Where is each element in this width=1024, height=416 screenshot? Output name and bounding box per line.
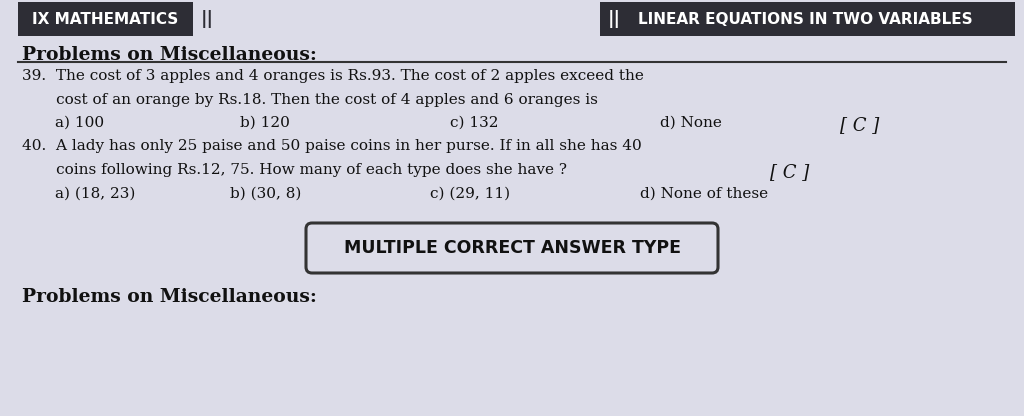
Text: cost of an orange by Rs.18. Then the cost of 4 apples and 6 oranges is: cost of an orange by Rs.18. Then the cos… <box>22 93 598 107</box>
FancyBboxPatch shape <box>306 223 718 273</box>
Text: a) (18, 23): a) (18, 23) <box>55 187 135 201</box>
Text: ||: || <box>201 10 214 28</box>
Text: b) 120: b) 120 <box>240 116 290 130</box>
Bar <box>600 2 1015 36</box>
Text: Problems on Miscellaneous:: Problems on Miscellaneous: <box>22 46 316 64</box>
Text: b) (30, 8): b) (30, 8) <box>230 187 301 201</box>
Text: 40.  A lady has only 25 paise and 50 paise coins in her purse. If in all she has: 40. A lady has only 25 paise and 50 pais… <box>22 139 642 153</box>
Bar <box>18 2 193 36</box>
Text: LINEAR EQUATIONS IN TWO VARIABLES: LINEAR EQUATIONS IN TWO VARIABLES <box>638 12 973 27</box>
Text: coins following Rs.12, 75. How many of each type does she have ?: coins following Rs.12, 75. How many of e… <box>22 163 567 177</box>
Text: 39.  The cost of 3 apples and 4 oranges is Rs.93. The cost of 2 apples exceed th: 39. The cost of 3 apples and 4 oranges i… <box>22 69 644 83</box>
Text: [ C ]: [ C ] <box>840 116 880 134</box>
Text: d) None of these: d) None of these <box>640 187 768 201</box>
Text: ||: || <box>608 10 621 28</box>
Text: IX MATHEMATICS: IX MATHEMATICS <box>33 12 178 27</box>
Text: c) (29, 11): c) (29, 11) <box>430 187 510 201</box>
Text: [ C ]: [ C ] <box>770 163 809 181</box>
Text: c) 132: c) 132 <box>450 116 499 130</box>
Text: Problems on Miscellaneous:: Problems on Miscellaneous: <box>22 288 316 306</box>
Text: d) None: d) None <box>660 116 722 130</box>
Text: MULTIPLE CORRECT ANSWER TYPE: MULTIPLE CORRECT ANSWER TYPE <box>343 239 681 257</box>
Text: a) 100: a) 100 <box>55 116 104 130</box>
